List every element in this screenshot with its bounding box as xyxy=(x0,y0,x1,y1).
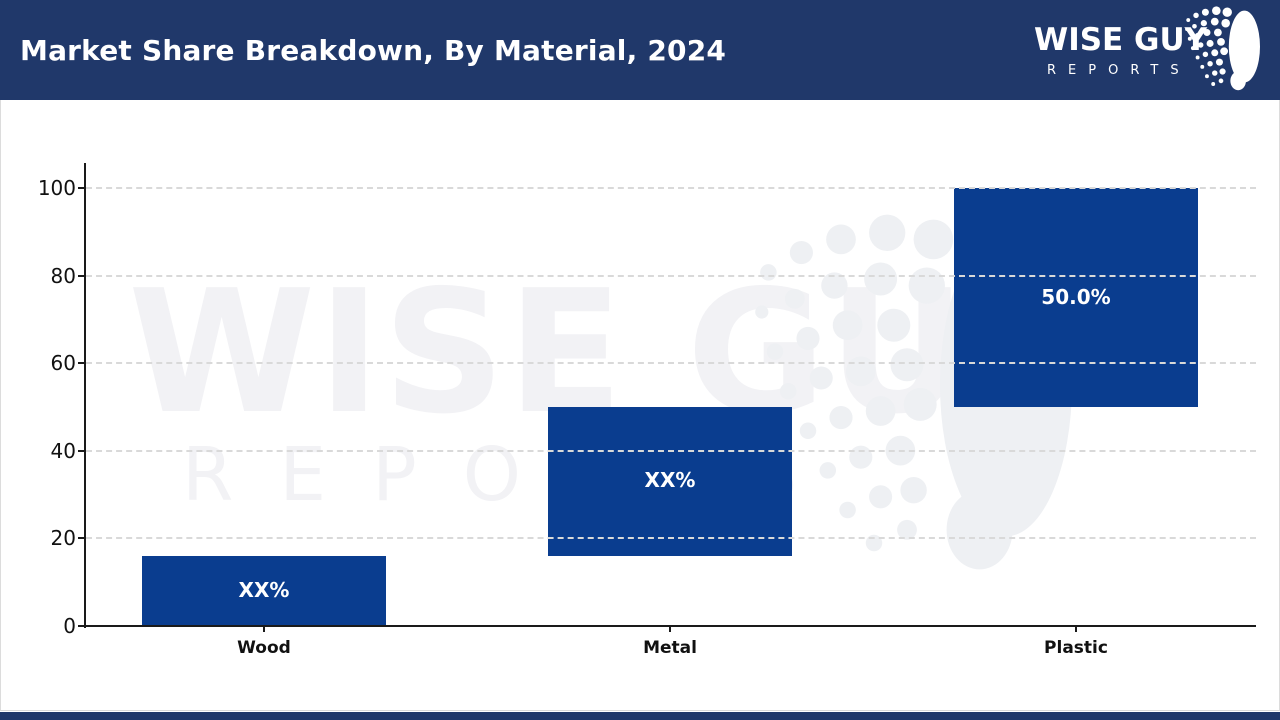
y-axis-spine xyxy=(84,163,86,628)
x-axis-label-wood: Wood xyxy=(237,638,291,658)
header-bar: Market Share Breakdown, By Material, 202… xyxy=(0,0,1280,100)
gridline-y-40 xyxy=(86,449,1256,452)
y-tick-mark-40 xyxy=(78,449,84,452)
x-tick-mark-plastic xyxy=(1075,627,1077,632)
y-tick-label-0: 0 xyxy=(63,614,76,638)
y-tick-mark-100 xyxy=(78,187,84,189)
y-tick-label-100: 100 xyxy=(37,176,76,200)
wiseguy-logo: WISE GUY REPORTS xyxy=(1034,6,1260,91)
y-tick-mark-20 xyxy=(78,537,84,540)
gridline-y-80 xyxy=(86,274,1256,277)
y-tick-label-80: 80 xyxy=(50,263,76,288)
x-tick-mark-metal xyxy=(669,627,671,632)
bar-metal xyxy=(548,407,792,556)
gridline-y-100 xyxy=(86,187,1256,189)
x-tick-mark-wood xyxy=(263,627,265,632)
gridline-y-60 xyxy=(86,362,1256,365)
x-axis-spine xyxy=(84,625,1256,627)
y-tick-label-20: 20 xyxy=(50,526,76,551)
x-axis-label-metal: Metal xyxy=(643,638,697,658)
bar-wood xyxy=(142,555,386,626)
y-tick-mark-60 xyxy=(78,362,84,365)
y-tick-mark-80 xyxy=(78,274,84,277)
y-tick-mark-0 xyxy=(78,625,84,627)
y-tick-label-60: 60 xyxy=(50,351,76,376)
bar-value-label-wood: XX% xyxy=(238,577,290,602)
gridline-y-20 xyxy=(86,537,1256,540)
footer-bar xyxy=(0,712,1280,720)
bar-value-label-plastic: 50.0% xyxy=(1041,284,1111,309)
logo-text-line2: REPORTS xyxy=(1047,63,1191,78)
logo-text-line1: WISE GUY xyxy=(1034,22,1208,58)
bar-value-label-metal: XX% xyxy=(644,468,696,493)
y-tick-label-40: 40 xyxy=(50,438,76,463)
x-axis-label-plastic: Plastic xyxy=(1044,638,1108,658)
chart-title: Market Share Breakdown, By Material, 202… xyxy=(20,33,727,67)
